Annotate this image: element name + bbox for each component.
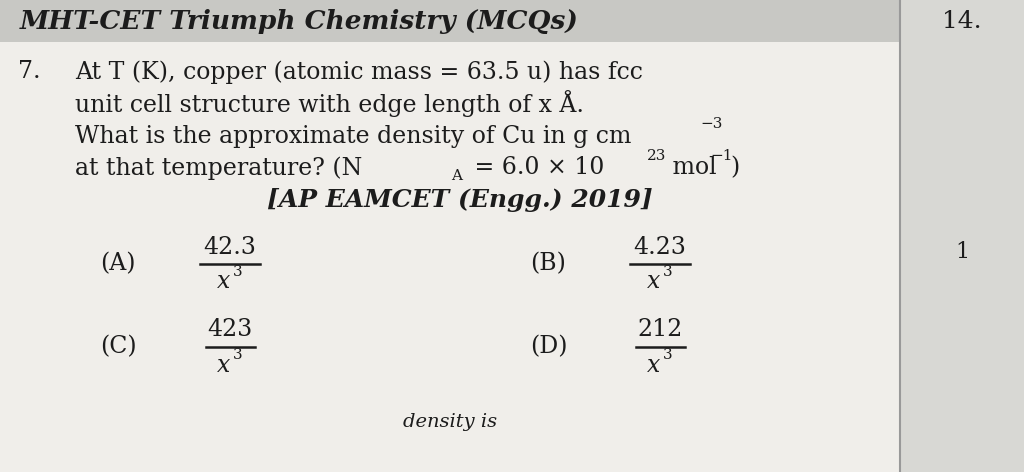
- Text: x: x: [647, 354, 660, 377]
- Text: density is: density is: [402, 413, 497, 431]
- Text: (C): (C): [100, 336, 136, 359]
- Text: unit cell structure with edge length of x Å.: unit cell structure with edge length of …: [75, 91, 584, 118]
- Text: 42.3: 42.3: [204, 236, 256, 259]
- Text: 3: 3: [233, 265, 243, 279]
- Text: 23: 23: [647, 149, 667, 163]
- Text: At T (K), copper (atomic mass = 63.5 u) has fcc: At T (K), copper (atomic mass = 63.5 u) …: [75, 60, 643, 84]
- Text: 3: 3: [664, 265, 673, 279]
- Text: at that temperature? (N: at that temperature? (N: [75, 156, 362, 180]
- Text: (B): (B): [530, 253, 566, 276]
- Bar: [0, 0, 900, 42]
- Text: A: A: [451, 169, 462, 183]
- Text: x: x: [217, 354, 230, 377]
- Text: 7.: 7.: [18, 60, 41, 84]
- Text: 1: 1: [955, 241, 969, 263]
- Text: x: x: [217, 270, 230, 294]
- Text: x: x: [647, 270, 660, 294]
- Text: −1: −1: [710, 149, 732, 163]
- Bar: [0, 0, 900, 472]
- Text: mol: mol: [665, 157, 717, 179]
- Text: (A): (A): [100, 253, 135, 276]
- Text: 3: 3: [664, 348, 673, 362]
- Text: 423: 423: [208, 319, 253, 342]
- Text: What is the approximate density of Cu in g cm: What is the approximate density of Cu in…: [75, 125, 632, 147]
- Text: −3: −3: [700, 117, 722, 131]
- Bar: [900, 0, 1024, 472]
- Text: 4.23: 4.23: [634, 236, 686, 259]
- Text: (D): (D): [530, 336, 567, 359]
- Text: ): ): [730, 157, 739, 179]
- Text: 212: 212: [637, 319, 683, 342]
- Text: [AP EAMCET (Engg.) 2019]: [AP EAMCET (Engg.) 2019]: [267, 188, 653, 212]
- Text: 3: 3: [233, 348, 243, 362]
- Text: MHT-CET Triumph Chemistry (MCQs): MHT-CET Triumph Chemistry (MCQs): [20, 8, 579, 34]
- Text: 14.: 14.: [942, 9, 982, 33]
- Text: = 6.0 × 10: = 6.0 × 10: [467, 157, 604, 179]
